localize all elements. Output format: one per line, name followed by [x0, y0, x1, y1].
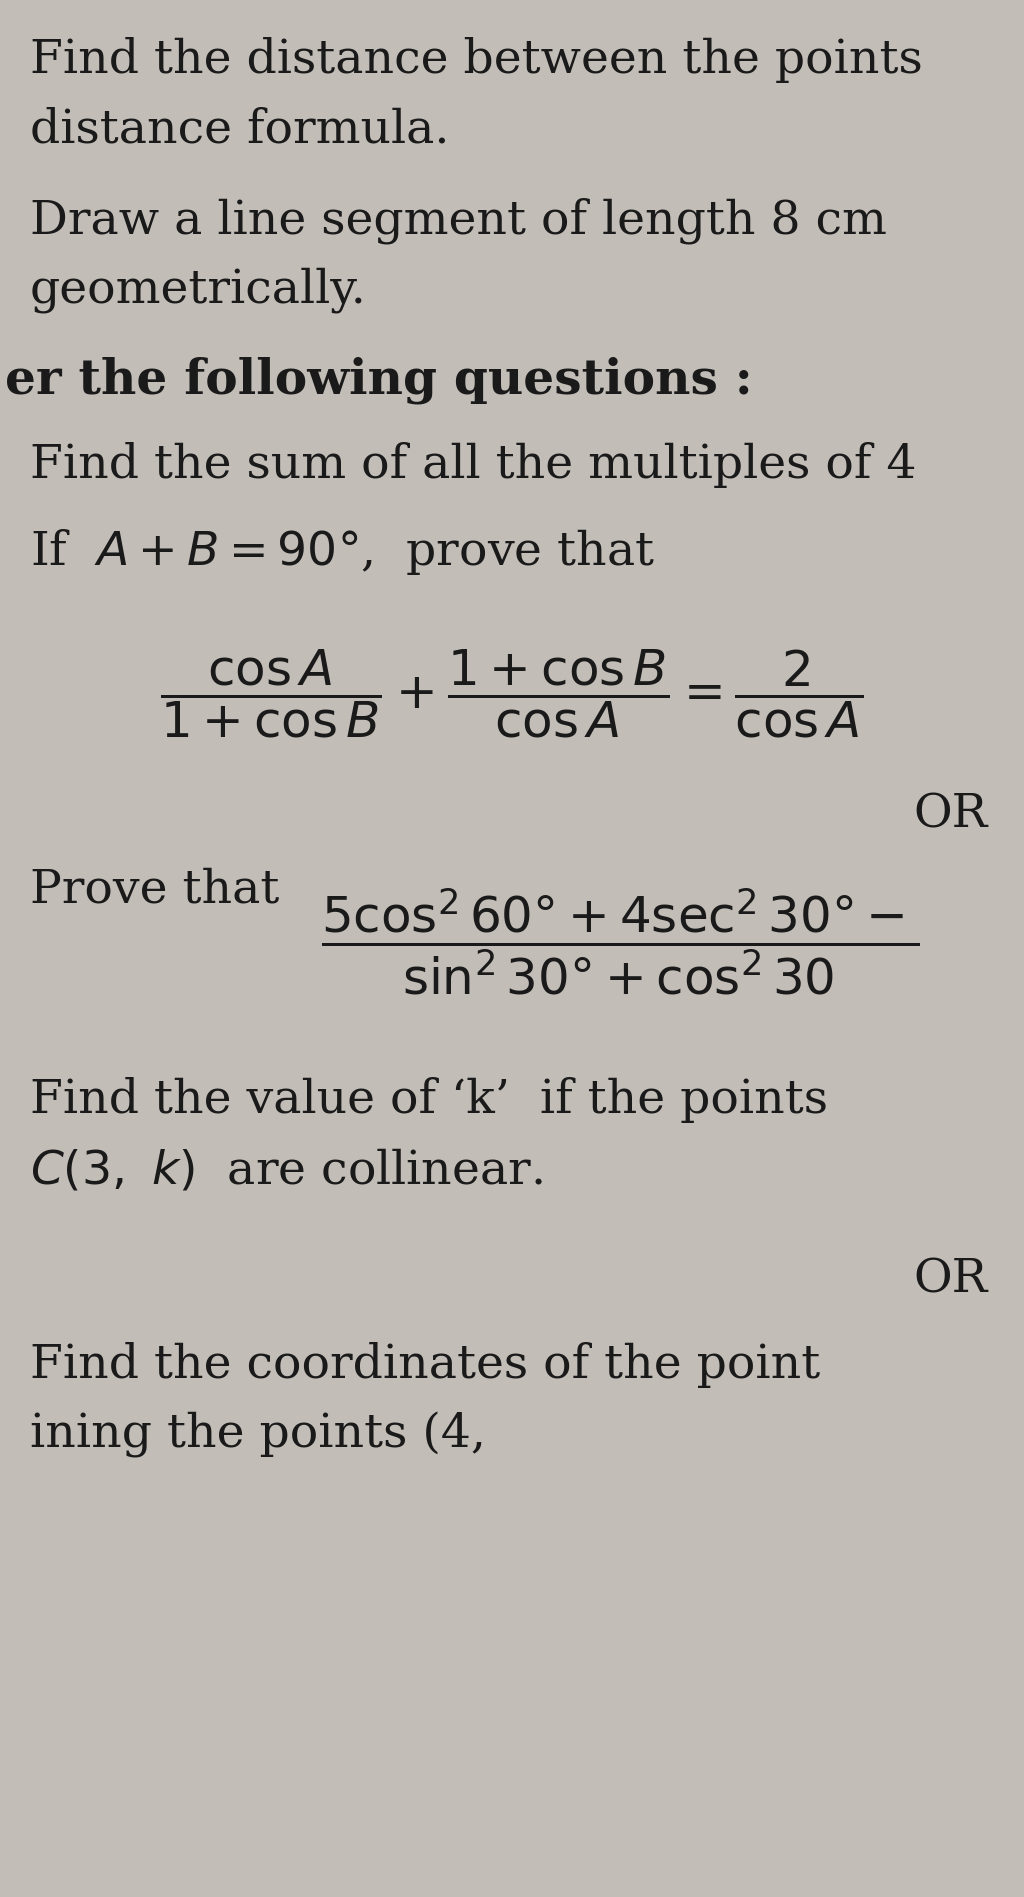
Text: OR: OR — [912, 793, 987, 837]
Text: $\dfrac{5\cos^2 60° + 4\sec^2 30° -}{\sin^2 30° + \cos^2 30}$: $\dfrac{5\cos^2 60° + 4\sec^2 30° -}{\si… — [321, 888, 920, 998]
Text: If  $A + B = 90°$,  prove that: If $A + B = 90°$, prove that — [30, 527, 654, 577]
Text: Find the sum of all the multiples of 4: Find the sum of all the multiples of 4 — [30, 442, 916, 488]
Text: ining the points (4,: ining the points (4, — [30, 1411, 485, 1459]
Text: distance formula.: distance formula. — [30, 106, 450, 152]
Text: $C(3,\ k)$  are collinear.: $C(3,\ k)$ are collinear. — [30, 1148, 543, 1193]
Text: Find the coordinates of the point: Find the coordinates of the point — [30, 1341, 820, 1389]
Text: OR: OR — [912, 1258, 987, 1301]
Text: Find the value of ‘k’  if the points: Find the value of ‘k’ if the points — [30, 1077, 828, 1123]
Text: Draw a line segment of length 8 cm: Draw a line segment of length 8 cm — [30, 197, 887, 243]
Text: Prove that: Prove that — [30, 867, 280, 912]
Text: $\dfrac{\cos A}{1 + \cos B} + \dfrac{1 + \cos B}{\cos A} = \dfrac{2}{\cos A}$: $\dfrac{\cos A}{1 + \cos B} + \dfrac{1 +… — [161, 647, 863, 740]
Text: geometrically.: geometrically. — [30, 267, 367, 313]
Text: Find the distance between the points: Find the distance between the points — [30, 38, 923, 83]
Text: er the following questions :: er the following questions : — [5, 357, 753, 404]
